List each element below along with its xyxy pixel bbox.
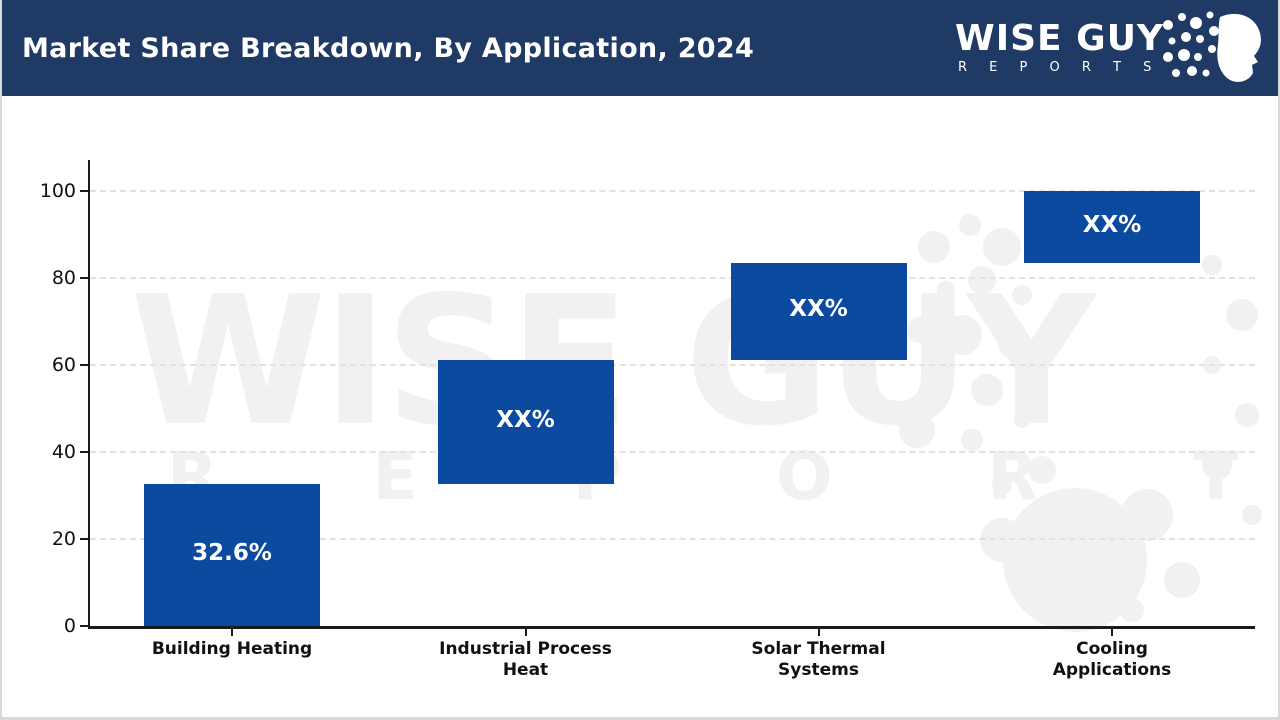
x-tick-mark [817,629,820,636]
x-category-label: Industrial Process Heat [396,639,656,681]
watermark-head-icon [899,214,1262,632]
x-category-label: Cooling Applications [982,639,1242,681]
logo-subtext: R E P O R T S [957,60,1161,75]
grid-line [90,364,1255,366]
x-category-label-line: Systems [778,660,859,680]
x-tick-mark [524,629,527,636]
y-tick-mark [80,451,89,453]
wiseguy-logo: WISE GUY R E P O R T S [955,7,1268,89]
y-tick-mark [80,277,89,279]
bar-segment [144,484,320,626]
y-tick-label: 20 [51,528,76,550]
bar-value-label: XX% [496,406,555,433]
x-axis-line [88,626,1255,629]
y-tick-label: 80 [51,267,76,289]
bar-segment [1024,191,1200,264]
grid-line [90,190,1255,192]
bar-segment [437,359,614,485]
x-category-label-line: Industrial Process [439,639,612,659]
bar-value-label: 32.6% [192,540,272,567]
y-tick-label: 0 [63,615,76,637]
x-category-label-line: Heat [502,660,549,680]
x-category-label: Building Heating [102,639,362,660]
x-category-label-line: Building Heating [151,639,313,659]
x-category-label-line: Solar Thermal [751,639,886,659]
y-tick-mark [80,190,89,192]
y-tick-label: 100 [39,180,76,202]
y-tick-label: 40 [51,441,76,463]
bar-segment [730,263,907,360]
logo-text: WISE GUY R E P O R T S [954,18,1164,76]
y-tick-mark [80,538,89,540]
x-tick-mark [231,629,233,636]
y-tick-mark [80,625,89,627]
logo-face-icon [1163,11,1261,82]
y-tick-label: 60 [51,354,76,376]
bar-value-label: XX% [789,296,848,323]
header-bar: Market Share Breakdown, By Application, … [2,0,1278,96]
x-category-label-line: Applications [1052,660,1172,680]
grid-line [90,538,1255,540]
grid-line [90,277,1255,279]
grid-line [90,451,1255,453]
logo-wordmark: WISE GUY [954,18,1164,59]
x-category-label-line: Cooling [1076,639,1148,659]
y-tick-mark [80,364,89,366]
x-category-label: Solar Thermal Systems [689,639,949,681]
x-tick-mark [1111,629,1113,636]
bar-value-label: XX% [1082,212,1142,239]
y-axis-line [88,160,90,629]
page-title: Market Share Breakdown, By Application, … [22,32,755,64]
